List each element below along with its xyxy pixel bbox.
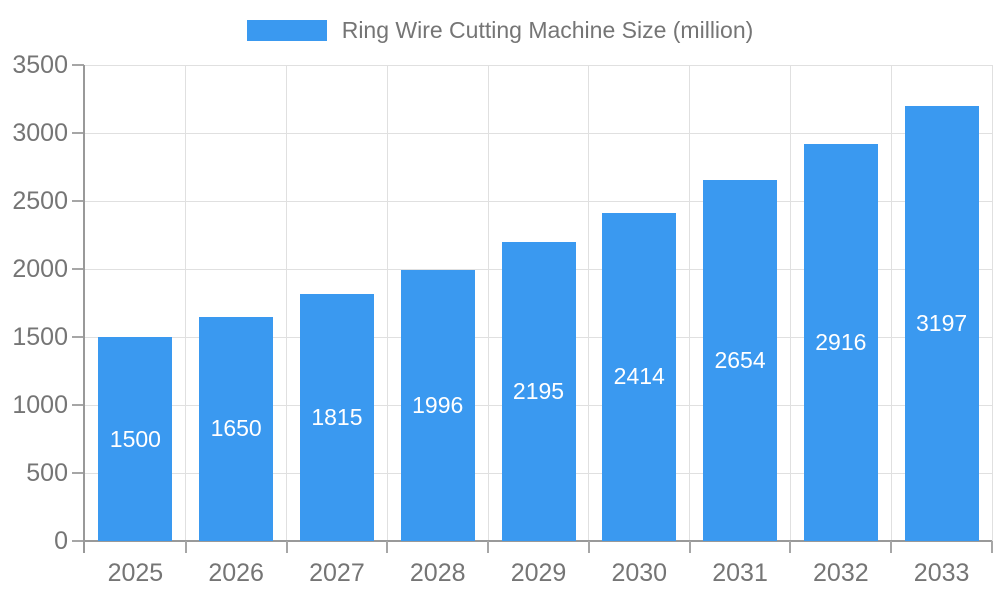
x-tick-label: 2033: [913, 559, 970, 587]
y-axis-tick: [72, 268, 84, 270]
gridline-v: [386, 65, 388, 541]
bar-value-label: 2916: [815, 329, 867, 356]
x-axis-tick: [991, 541, 993, 553]
gridline-v: [588, 65, 590, 541]
legend[interactable]: Ring Wire Cutting Machine Size (million): [0, 16, 1000, 43]
bar-value-label: 1650: [210, 415, 262, 442]
y-axis-tick: [72, 336, 84, 338]
gridline-v: [286, 65, 288, 541]
y-axis-tick: [72, 64, 84, 66]
x-axis-tick: [890, 541, 893, 553]
x-axis-tick: [789, 541, 792, 553]
bar-value-label: 3197: [916, 310, 968, 337]
bar-value-label: 2654: [714, 347, 766, 374]
y-axis-tick: [72, 540, 84, 542]
x-tick-label: 2032: [813, 559, 869, 587]
y-axis-tick: [72, 132, 84, 134]
y-axis-tick: [72, 200, 84, 202]
bar[interactable]: 2195: [501, 242, 576, 541]
x-axis-line: [83, 540, 992, 542]
gridline-v: [487, 65, 489, 541]
y-tick-label: 1500: [12, 323, 68, 351]
bar[interactable]: 2414: [602, 212, 677, 541]
y-tick-label: 2500: [12, 187, 68, 215]
legend-swatch[interactable]: [246, 19, 327, 41]
gridline-v: [689, 65, 691, 541]
x-tick-label: 2030: [611, 559, 668, 587]
bar[interactable]: 1815: [299, 294, 374, 541]
gridline-h: [85, 132, 992, 134]
x-tick-label: 2028: [409, 559, 466, 587]
gridline-v: [185, 65, 187, 541]
y-tick-label: 2000: [12, 255, 68, 283]
y-tick-label: 1000: [12, 391, 68, 419]
gridline-h: [85, 200, 992, 202]
x-axis-tick: [184, 541, 187, 553]
x-axis-tick: [285, 541, 288, 553]
y-tick-label: 500: [26, 459, 68, 487]
x-tick-label: 2031: [712, 559, 768, 587]
bar[interactable]: 1650: [199, 316, 274, 541]
y-tick-label: 0: [54, 527, 68, 555]
y-axis-line: [83, 65, 85, 553]
x-tick-label: 2027: [309, 559, 365, 587]
bar[interactable]: 1500: [98, 337, 173, 541]
y-axis-tick: [72, 404, 84, 406]
bar[interactable]: 2654: [703, 180, 778, 541]
x-axis-tick: [688, 541, 691, 553]
bar-value-label: 2414: [613, 363, 665, 390]
bar[interactable]: 3197: [904, 106, 979, 541]
x-tick-label: 2029: [510, 559, 567, 587]
y-axis-tick: [72, 472, 84, 474]
bar[interactable]: 1996: [400, 269, 475, 541]
bar[interactable]: 2916: [803, 144, 878, 541]
x-tick-label: 2026: [208, 559, 264, 587]
bar-value-label: 1500: [109, 425, 161, 452]
gridline-v: [789, 65, 791, 541]
y-tick-label: 3500: [12, 51, 68, 79]
bar-value-label: 2195: [512, 378, 565, 405]
bar-value-label: 1996: [412, 391, 464, 418]
x-axis-tick: [587, 541, 590, 553]
x-axis-tick: [386, 541, 389, 553]
y-tick-label: 3000: [12, 119, 68, 147]
x-axis-tick: [487, 541, 490, 553]
gridline-h: [85, 64, 992, 66]
gridline-v: [890, 65, 892, 541]
gridline-v: [991, 65, 993, 541]
x-tick-label: 2025: [107, 559, 164, 587]
legend-label: Ring Wire Cutting Machine Size (million): [341, 16, 754, 43]
bar-value-label: 1815: [311, 404, 363, 431]
